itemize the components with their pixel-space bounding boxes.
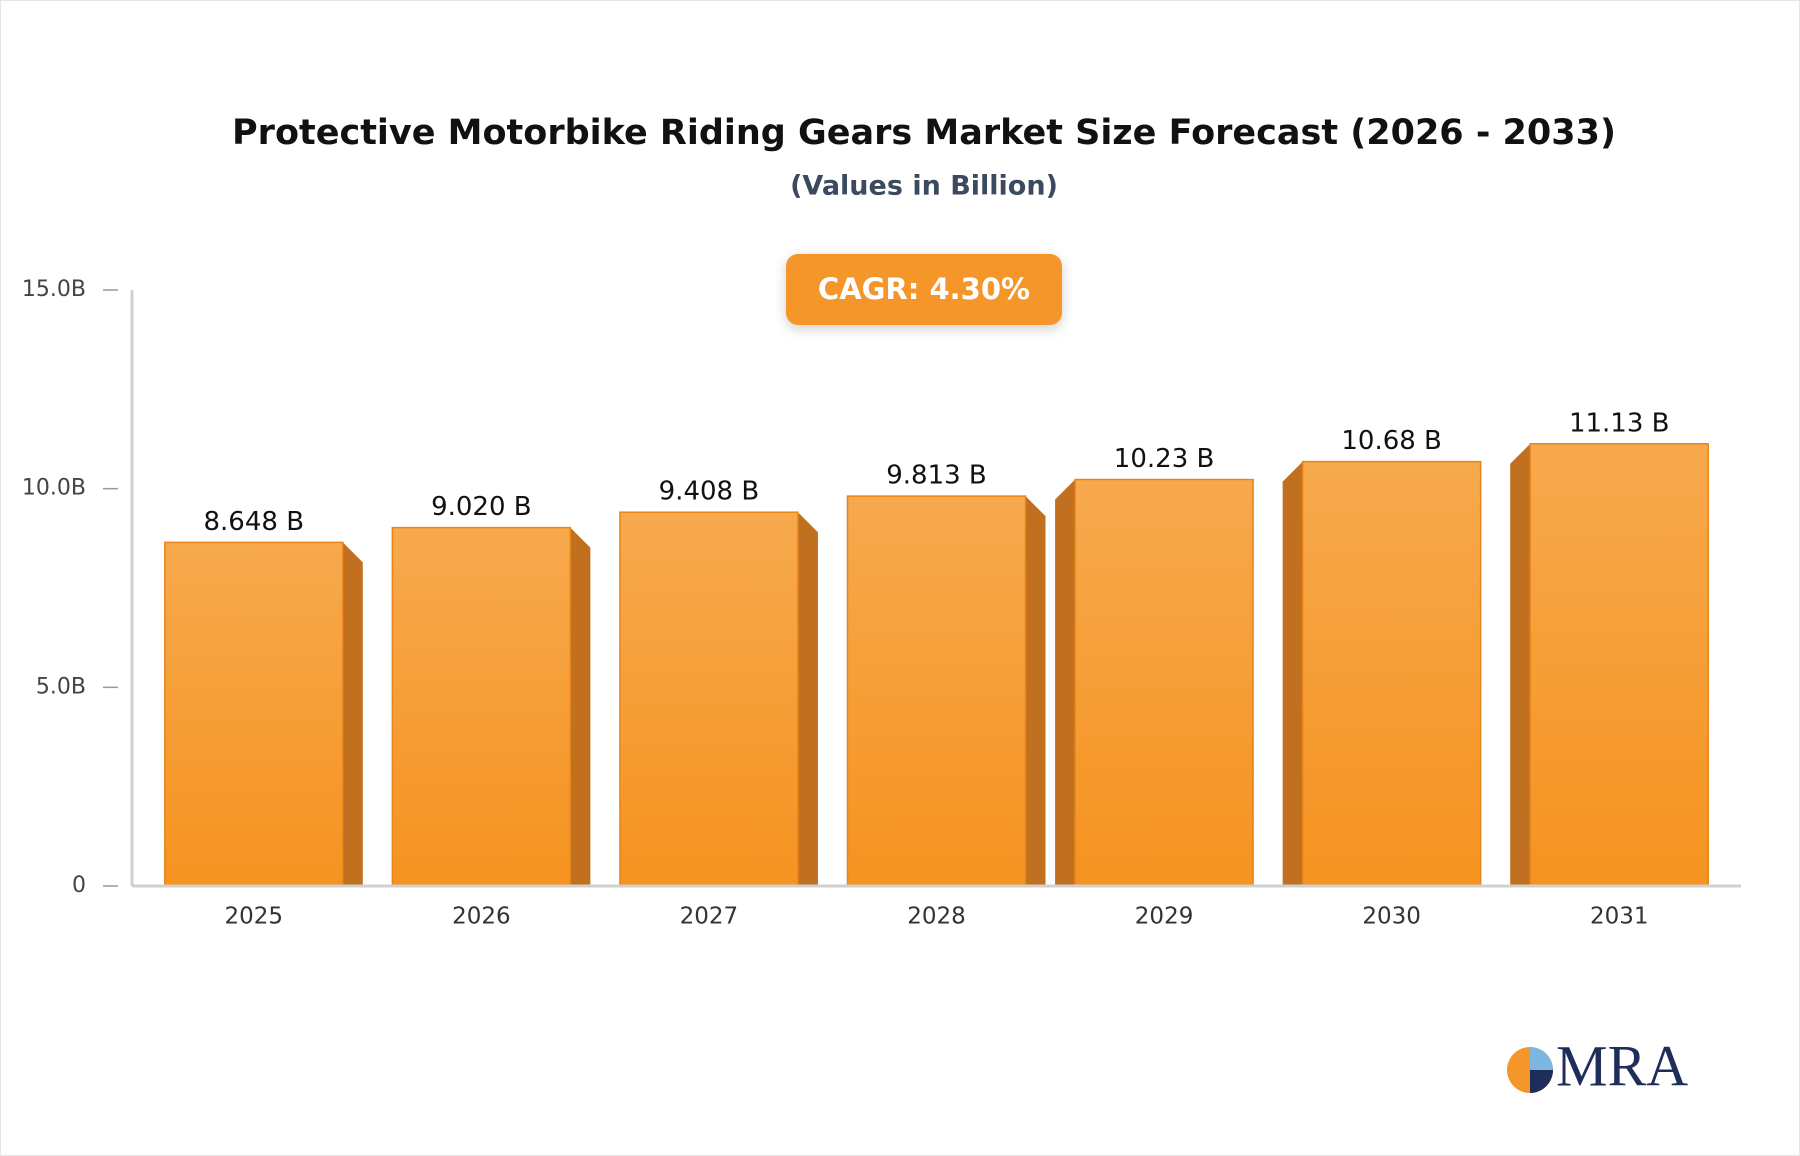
x-tick-label: 2029 — [1135, 904, 1194, 930]
y-tick-label: 15.0B — [22, 277, 86, 302]
y-tick-label: 5.0B — [36, 674, 86, 699]
bar-side — [1055, 479, 1076, 886]
value-label: 8.648 B — [204, 507, 305, 537]
value-label: 9.813 B — [886, 461, 987, 491]
chart-title: Protective Motorbike Riding Gears Market… — [232, 113, 1616, 153]
logo-slice — [1530, 1047, 1553, 1070]
value-label: 9.408 B — [659, 477, 760, 507]
x-tick-label: 2030 — [1362, 904, 1421, 930]
y-tick-label: 0 — [72, 873, 86, 898]
bar-side — [570, 527, 591, 886]
x-tick-label: 2026 — [452, 904, 511, 930]
bar-side — [797, 512, 818, 886]
x-tick-label: 2027 — [680, 904, 739, 930]
logo-slice — [1530, 1070, 1553, 1093]
chart-subtitle: (Values in Billion) — [790, 171, 1058, 202]
bar-side — [1510, 443, 1531, 886]
cagr-box — [786, 254, 1062, 325]
value-label: 10.23 B — [1114, 444, 1215, 474]
bar — [1529, 443, 1709, 887]
bar-side — [342, 542, 363, 886]
x-tick-label: 2028 — [907, 904, 966, 930]
bar — [391, 526, 572, 887]
cagr-badge — [786, 254, 1062, 325]
value-label: 10.68 B — [1341, 426, 1442, 456]
logo: MRA — [1507, 1033, 1688, 1098]
cagr-label: CAGR: 4.30% — [818, 272, 1030, 306]
bar-side — [1025, 496, 1046, 886]
bar — [1301, 460, 1482, 887]
logo-text: MRA — [1556, 1033, 1688, 1098]
value-label: 11.13 B — [1569, 408, 1670, 438]
bar — [619, 511, 799, 887]
bar — [846, 495, 1027, 887]
bar-side — [1282, 461, 1303, 886]
bar — [164, 541, 344, 887]
bar — [1074, 478, 1254, 887]
y-tick-label: 10.0B — [22, 476, 86, 501]
value-label: 9.020 B — [431, 492, 532, 522]
x-tick-label: 2031 — [1590, 904, 1649, 930]
x-tick-label: 2025 — [225, 904, 284, 930]
